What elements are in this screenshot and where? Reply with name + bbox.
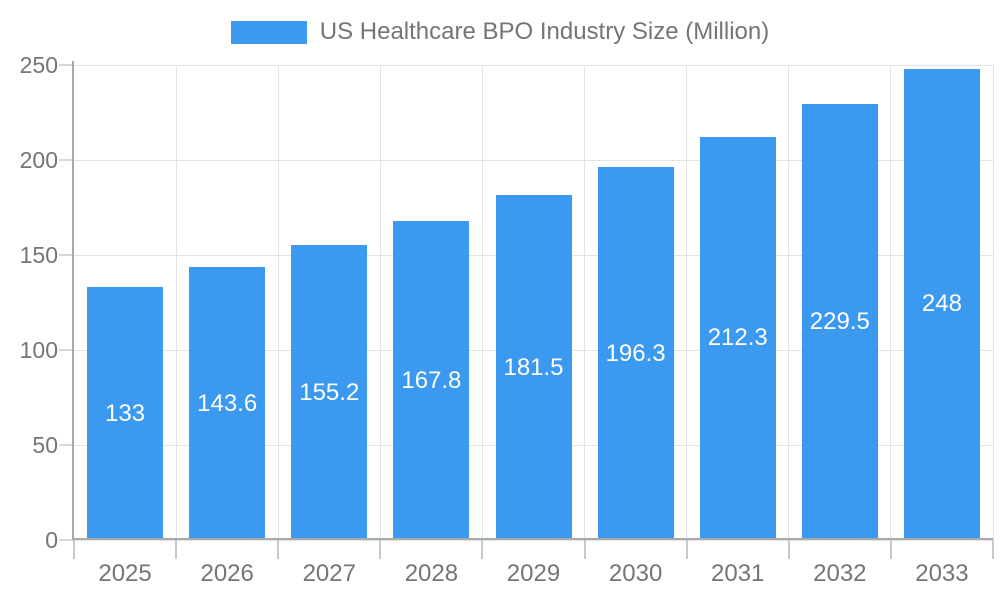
x-gridline [277,65,279,540]
x-tick-label: 2031 [711,560,765,587]
x-tick-label: 2033 [915,560,969,587]
bar-2031[interactable]: 212.3 [699,136,776,540]
x-gridline [481,65,483,540]
bar-value-label: 155.2 [299,378,360,406]
y-gridline [74,64,993,66]
chart-legend[interactable]: US Healthcare BPO Industry Size (Million… [0,18,1000,46]
bar-2030[interactable]: 196.3 [597,167,674,540]
x-tick-mark [685,540,688,559]
y-tick-mark [59,254,74,256]
bar-value-label: 133 [105,399,146,427]
y-axis-line [72,61,74,540]
x-axis-line [72,538,993,540]
y-tick-label: 100 [19,337,58,363]
x-tick-mark [787,540,790,559]
bar-2029[interactable]: 181.5 [495,195,572,540]
bar-2026[interactable]: 143.6 [189,267,266,540]
bar-value-label: 196.3 [605,339,666,367]
y-tick-mark [59,444,74,446]
bar-value-label: 229.5 [809,307,870,335]
x-tick-mark [175,540,178,559]
x-tick-label: 2027 [302,560,356,587]
x-gridline [686,65,688,540]
legend-label: US Healthcare BPO Industry Size (Million… [319,18,770,45]
y-tick-mark [59,539,74,541]
bar-value-label: 212.3 [707,324,768,352]
x-tick-label: 2029 [506,560,561,587]
x-gridline [379,65,381,540]
y-tick-mark [59,159,74,161]
x-tick-label: 2025 [98,560,152,587]
x-tick-mark [481,540,484,559]
x-tick-label: 2026 [200,560,254,587]
y-gridline [74,159,993,161]
x-gridline [175,65,177,540]
bar-value-label: 167.8 [401,366,462,394]
legend-swatch [230,20,307,44]
y-tick-label: 250 [19,52,58,78]
y-tick-label: 50 [32,432,58,458]
y-tick-label: 0 [45,527,58,553]
x-tick-mark [277,540,280,559]
bar-2033[interactable]: 248 [903,68,980,540]
x-gridline [992,65,994,540]
x-tick-mark [992,540,994,559]
x-tick-label: 2028 [404,560,459,587]
y-tick-label: 200 [19,147,58,173]
y-tick-mark [59,349,74,351]
x-gridline [890,65,892,540]
bar-2028[interactable]: 167.8 [393,221,470,540]
x-tick-label: 2032 [813,560,867,587]
x-tick-mark [73,540,75,559]
x-tick-label: 2030 [608,560,663,587]
bar-value-label: 181.5 [503,353,564,381]
x-tick-mark [889,540,892,559]
x-gridline [584,65,586,540]
x-tick-mark [583,540,586,559]
bar-value-label: 248 [921,290,962,318]
x-tick-mark [379,540,382,559]
bar-2027[interactable]: 155.2 [291,245,368,540]
bar-2032[interactable]: 229.5 [801,103,878,540]
y-gridline [74,539,993,541]
bar-value-label: 143.6 [197,389,258,417]
bar-2025[interactable]: 133 [87,287,164,540]
y-tick-mark [59,64,74,66]
y-tick-label: 150 [19,242,58,268]
x-gridline [788,65,790,540]
